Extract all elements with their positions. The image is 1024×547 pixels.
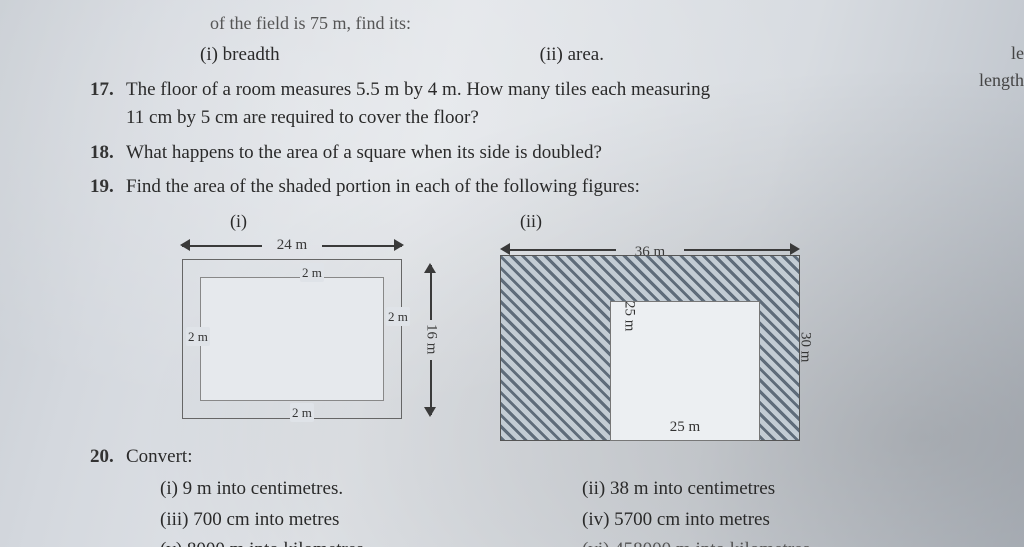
- fig1-right-dimension: 16 m: [422, 265, 440, 415]
- q19-figures-row: (i) 24 m 16 m 2 m 2 m 2 m 2 m: [90, 208, 984, 441]
- question-20: 20. Convert:: [90, 443, 984, 472]
- arrowhead-up-icon: [424, 263, 436, 273]
- fig1-border-left-label: 2 m: [186, 327, 210, 347]
- q20-vi: (vi) 458000 m into kilometres: [582, 536, 984, 547]
- figure-i-column: (i) 24 m 16 m 2 m 2 m 2 m 2 m: [160, 208, 440, 427]
- fig1-border-top-label: 2 m: [300, 263, 324, 283]
- q20-iii: (iii) 700 cm into metres: [160, 506, 562, 535]
- arrowhead-right-icon: [790, 243, 800, 255]
- q20-text: Convert:: [126, 443, 984, 472]
- figure-i: 24 m 16 m 2 m 2 m 2 m 2 m: [160, 237, 440, 427]
- question-19: 19. Find the area of the shaded portion …: [90, 173, 984, 202]
- partial-prev-question: of the field is 75 m, find its:: [210, 10, 984, 37]
- q20-options: (i) 9 m into centimetres. (ii) 38 m into…: [160, 475, 984, 547]
- fig1-border-bottom-label: 2 m: [290, 403, 314, 423]
- question-17: 17. The floor of a room measures 5.5 m b…: [90, 76, 984, 133]
- question-18: 18. What happens to the area of a square…: [90, 139, 984, 168]
- right-edge-cutoff-text: le length: [964, 40, 1024, 94]
- figure-ii-label: (ii): [520, 208, 542, 235]
- figure-i-label: (i): [230, 208, 247, 235]
- subpart-i: (i) breadth: [200, 41, 280, 70]
- textbook-page: of the field is 75 m, find its: (i) brea…: [0, 0, 1024, 547]
- figure-ii: 36 m 30 m 25 m 25 m: [500, 241, 810, 441]
- subpart-ii: (ii) area.: [540, 41, 604, 70]
- fig1-inner-rect: [200, 277, 384, 401]
- fig2-height-label: 30 m: [794, 255, 816, 441]
- fig1-width-label: 24 m: [277, 234, 307, 257]
- arrowhead-left-icon: [500, 243, 510, 255]
- fig1-height-label: 16 m: [420, 324, 443, 354]
- arrowhead-left-icon: [180, 239, 190, 251]
- q17-line2: 11 cm by 5 cm are required to cover the …: [126, 107, 479, 128]
- fig2-inner-width-label: 25 m: [610, 416, 760, 439]
- figure-ii-column: (ii) 36 m 30 m 25 m 25 m: [500, 208, 810, 441]
- q20-number: 20.: [90, 443, 126, 472]
- q18-text: What happens to the area of a square whe…: [126, 139, 984, 168]
- fig1-border-right-label: 2 m: [386, 307, 410, 327]
- fig1-top-dimension: 24 m: [182, 237, 402, 255]
- q20-ii: (ii) 38 m into centimetres: [582, 475, 984, 504]
- q20-v: (v) 8000 m into kilometres: [160, 536, 562, 547]
- q19-number: 19.: [90, 173, 126, 202]
- q20-iv: (iv) 5700 cm into metres: [582, 506, 984, 535]
- q18-number: 18.: [90, 139, 126, 168]
- arrowhead-right-icon: [394, 239, 404, 251]
- prev-question-subparts: (i) breadth (ii) area.: [200, 41, 984, 70]
- q20-i: (i) 9 m into centimetres.: [160, 475, 562, 504]
- q19-text: Find the area of the shaded portion in e…: [126, 173, 984, 202]
- q17-number: 17.: [90, 76, 126, 133]
- arrowhead-down-icon: [424, 407, 436, 417]
- q17-line1: The floor of a room measures 5.5 m by 4 …: [126, 79, 710, 100]
